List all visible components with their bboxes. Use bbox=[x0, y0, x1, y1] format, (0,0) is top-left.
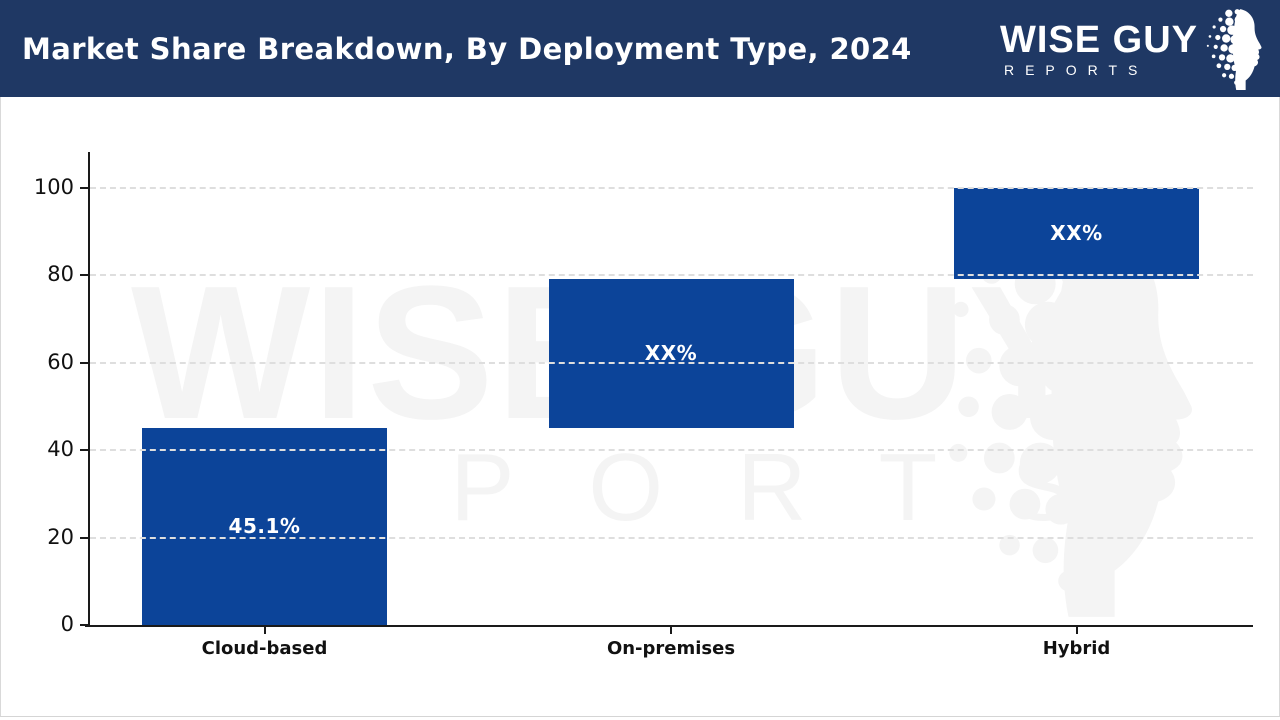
bar-value-label-cloud-based: 45.1% bbox=[228, 514, 301, 539]
bar-hybrid: XX% bbox=[954, 187, 1199, 279]
logo-subtitle: REPORTS bbox=[1003, 61, 1149, 78]
gridline-100 bbox=[90, 186, 1253, 189]
dotted-head-icon bbox=[1206, 9, 1262, 90]
category-label-cloud-based: Cloud-based bbox=[201, 638, 328, 659]
gridline-20 bbox=[90, 536, 1253, 539]
wise-guy-reports-logo: WISE GUY REPORTS bbox=[1000, 5, 1264, 93]
y-tick-mark-0 bbox=[80, 624, 89, 626]
y-tick-label-40: 40 bbox=[47, 437, 74, 461]
y-tick-mark-80 bbox=[80, 274, 89, 276]
y-tick-label-80: 80 bbox=[47, 262, 74, 286]
y-tick-mark-100 bbox=[80, 186, 89, 189]
logo-text: WISE GUY REPORTS bbox=[1000, 21, 1198, 78]
y-tick-label-0: 0 bbox=[60, 612, 74, 636]
chart-title: Market Share Breakdown, By Deployment Ty… bbox=[22, 31, 912, 66]
category-label-on-premises: On-premises bbox=[606, 638, 736, 659]
y-tick-label-20: 20 bbox=[47, 524, 74, 549]
bar-value-label-on-premises: XX% bbox=[644, 341, 698, 366]
x-tick-mark-cloud-based bbox=[263, 627, 266, 634]
y-tick-mark-40 bbox=[80, 449, 89, 451]
x-axis bbox=[85, 625, 1253, 627]
logo-wordmark: WISE GUY bbox=[999, 18, 1198, 61]
x-tick-mark-on-premises bbox=[670, 627, 672, 634]
bar-on-premises: XX% bbox=[548, 278, 794, 428]
bar-value-label-hybrid: XX% bbox=[1050, 221, 1103, 246]
y-tick-mark-20 bbox=[80, 536, 89, 539]
y-tick-label-100: 100 bbox=[33, 174, 74, 199]
category-label-hybrid: Hybrid bbox=[1042, 638, 1111, 659]
gridline-60 bbox=[90, 361, 1253, 364]
y-tick-label-60: 60 bbox=[47, 349, 74, 374]
gridline-40 bbox=[90, 449, 1253, 451]
bottom-border bbox=[0, 716, 1280, 717]
bar-cloud-based: 45.1% bbox=[142, 427, 387, 625]
header-bar: Market Share Breakdown, By Deployment Ty… bbox=[0, 0, 1280, 97]
x-tick-mark-hybrid bbox=[1075, 627, 1078, 634]
gridline-80 bbox=[90, 274, 1253, 276]
y-tick-mark-60 bbox=[80, 361, 89, 364]
y-axis bbox=[88, 152, 90, 627]
